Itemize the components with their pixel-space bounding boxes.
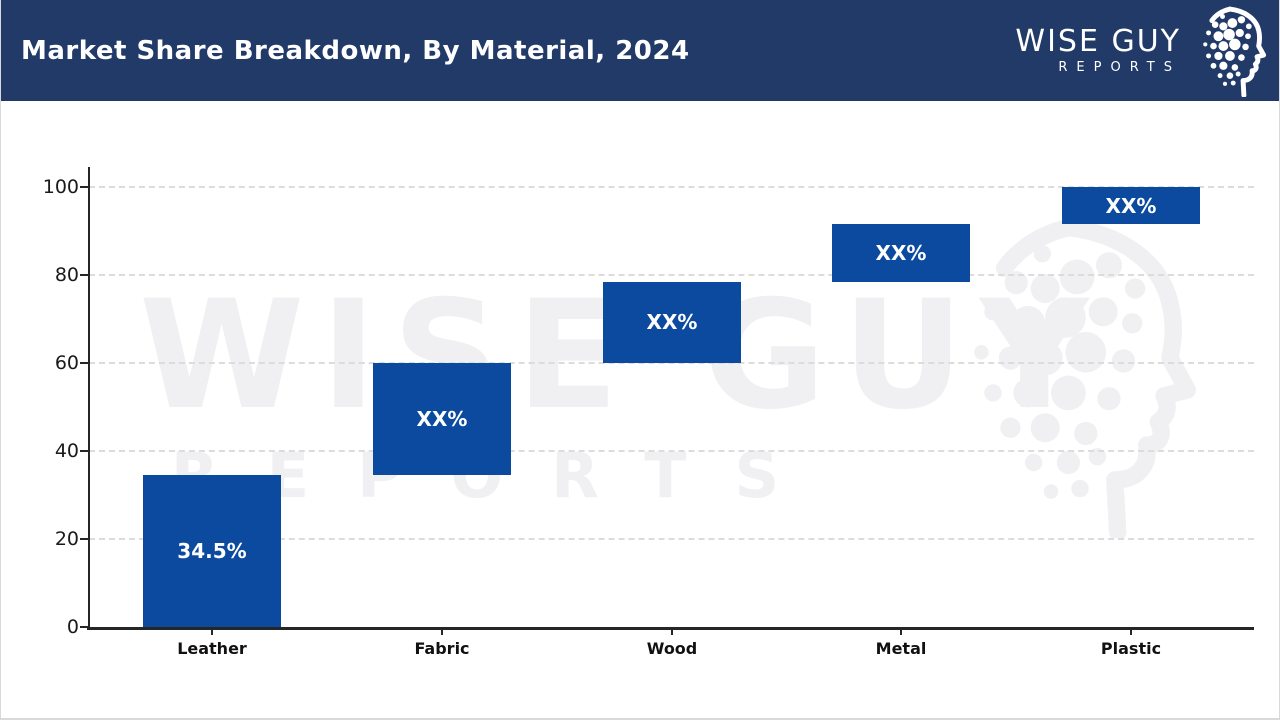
y-axis-label-80: 80	[54, 264, 79, 286]
y-axis-tick-40	[80, 450, 89, 452]
bar-value-label: 34.5%	[177, 539, 247, 564]
gridline-y-60	[89, 362, 1254, 364]
x-axis-label-leather: Leather	[177, 639, 247, 658]
y-axis-label-20: 20	[54, 528, 79, 550]
y-axis-label-60: 60	[54, 352, 79, 374]
bar-value-label: XX%	[875, 240, 927, 265]
logo-wordmark-line1: WISE GUY	[1015, 24, 1181, 60]
x-axis-tick-leather	[211, 629, 213, 635]
y-axis-tick-80	[80, 274, 89, 276]
x-axis-label-fabric: Fabric	[414, 639, 470, 658]
y-axis-tick-0	[80, 626, 89, 628]
y-axis-label-40: 40	[54, 440, 79, 462]
page-title: Market Share Breakdown, By Material, 202…	[21, 35, 690, 66]
y-axis-tick-20	[80, 538, 89, 540]
logo-wordmark: WISE GUY REPORTS	[1015, 26, 1181, 75]
x-axis-tick-fabric	[441, 629, 443, 635]
x-axis-label-plastic: Plastic	[1100, 639, 1162, 658]
x-axis-label-wood: Wood	[646, 639, 698, 658]
bar-plastic: XX%	[1062, 187, 1200, 225]
bar-value-label: XX%	[1105, 193, 1157, 218]
x-axis-line	[87, 627, 1254, 630]
x-axis-tick-metal	[900, 629, 902, 635]
bar-fabric: XX%	[373, 363, 511, 476]
gridline-y-40	[89, 450, 1254, 452]
bar-metal: XX%	[832, 224, 970, 282]
header: Market Share Breakdown, By Material, 202…	[1, 0, 1279, 101]
y-axis-label-100: 100	[42, 176, 79, 198]
x-axis-tick-wood	[671, 629, 673, 635]
gridline-y-100	[89, 186, 1254, 188]
y-axis-line	[87, 167, 90, 629]
logo-wordmark-line2: REPORTS	[1058, 59, 1181, 75]
gridline-y-20	[89, 538, 1254, 540]
bar-value-label: XX%	[646, 310, 698, 335]
bar-value-label: XX%	[416, 407, 468, 432]
watermark-head-icon	[974, 218, 1196, 538]
x-axis-label-metal: Metal	[875, 639, 927, 658]
y-axis-label-0: 0	[66, 616, 79, 638]
gridline-y-80	[89, 274, 1254, 276]
bar-leather: 34.5%	[143, 475, 281, 627]
logo-head-icon	[1203, 6, 1267, 97]
y-axis-tick-60	[80, 362, 89, 364]
x-axis-tick-plastic	[1130, 629, 1132, 635]
chart-area: WISE GUY REPORTS 0 20 40 60 80 100 34.5% Leath	[1, 101, 1279, 718]
brand-logo: WISE GUY REPORTS	[1015, 0, 1267, 101]
y-axis-tick-100	[80, 186, 89, 188]
bar-wood: XX%	[603, 281, 741, 363]
